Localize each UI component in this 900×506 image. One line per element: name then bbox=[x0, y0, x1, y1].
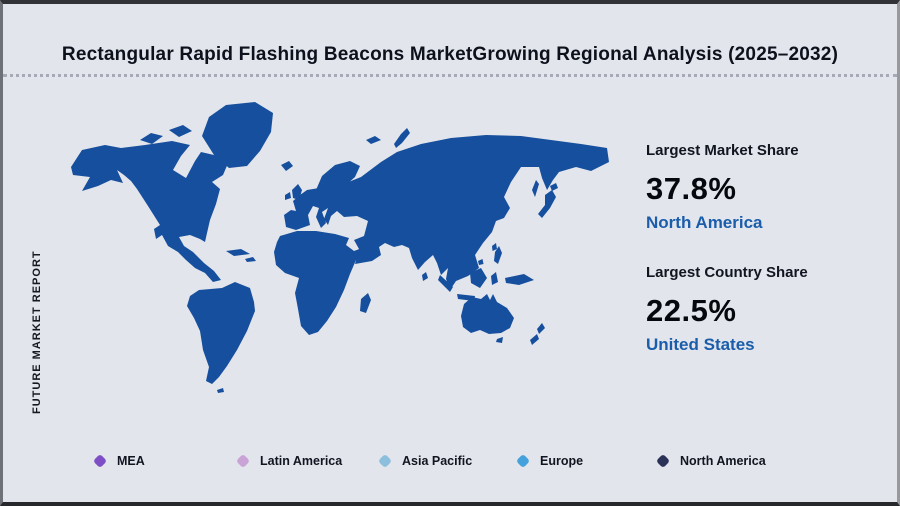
legend-item-latin-america: Latin America bbox=[235, 450, 343, 472]
stat-label: Largest Country Share bbox=[646, 263, 808, 281]
stat-label: Largest Market Share bbox=[646, 142, 799, 159]
dotted-divider bbox=[3, 74, 897, 77]
landmass-south-america bbox=[187, 282, 255, 393]
stat-region: United States bbox=[646, 334, 755, 354]
stat-value: 37.8% bbox=[646, 171, 737, 206]
landmass-north-america bbox=[71, 141, 229, 282]
stat-value: 22.5% bbox=[646, 292, 737, 328]
region-legend: MEA Latin America Asia Pacific Europe No… bbox=[3, 450, 897, 474]
legend-label: Asia Pacific bbox=[402, 454, 473, 468]
brand-watermark: FUTURE MARKET REPORT bbox=[31, 250, 43, 414]
legend-item-asia-pacific: Asia Pacific bbox=[377, 450, 473, 472]
landmass-madagascar bbox=[360, 293, 371, 313]
landmass-eurasia bbox=[284, 135, 609, 290]
legend-label: North America bbox=[680, 454, 766, 468]
landmass-greenland bbox=[202, 102, 273, 168]
landmass-taiwan-hainan bbox=[478, 243, 497, 265]
legend-dot-icon bbox=[377, 453, 393, 469]
landmass-africa bbox=[274, 231, 367, 335]
landmass-iceland bbox=[281, 161, 293, 171]
page-title: Rectangular Rapid Flashing Beacons Marke… bbox=[61, 44, 839, 65]
landmass-philippines bbox=[494, 246, 502, 264]
landmass-caribbean bbox=[226, 249, 256, 262]
stat-region: North America bbox=[646, 213, 763, 233]
legend-label: MEA bbox=[117, 454, 145, 468]
legend-dot-icon bbox=[655, 453, 671, 469]
landmass-new-zealand bbox=[530, 323, 545, 345]
stat-country-share: Largest Country Share 22.5% United State… bbox=[646, 264, 896, 356]
landmass-japan bbox=[538, 183, 558, 218]
landmass-sakhalin bbox=[532, 180, 539, 197]
stats-panel: Largest Market Share 37.8% North America… bbox=[646, 142, 896, 355]
legend-dot-icon bbox=[235, 453, 251, 469]
legend-item-mea: MEA bbox=[92, 450, 145, 472]
legend-dot-icon bbox=[515, 453, 531, 469]
landmass-australia bbox=[461, 294, 514, 343]
legend-item-north-america: North America bbox=[655, 450, 766, 472]
landmass-arctic-islands bbox=[140, 125, 192, 157]
world-map bbox=[71, 102, 609, 393]
stat-market-share: Largest Market Share 37.8% North America bbox=[646, 142, 896, 234]
landmass-scandinavia bbox=[316, 161, 360, 203]
landmass-british-isles bbox=[285, 184, 302, 200]
landmass-arctic-russia-islands bbox=[366, 128, 410, 148]
legend-label: Latin America bbox=[260, 454, 343, 468]
legend-item-europe: Europe bbox=[515, 450, 584, 472]
legend-dot-icon bbox=[92, 453, 108, 469]
landmass-sri-lanka bbox=[422, 272, 428, 281]
world-landmass bbox=[71, 102, 609, 393]
legend-label: Europe bbox=[540, 454, 584, 468]
